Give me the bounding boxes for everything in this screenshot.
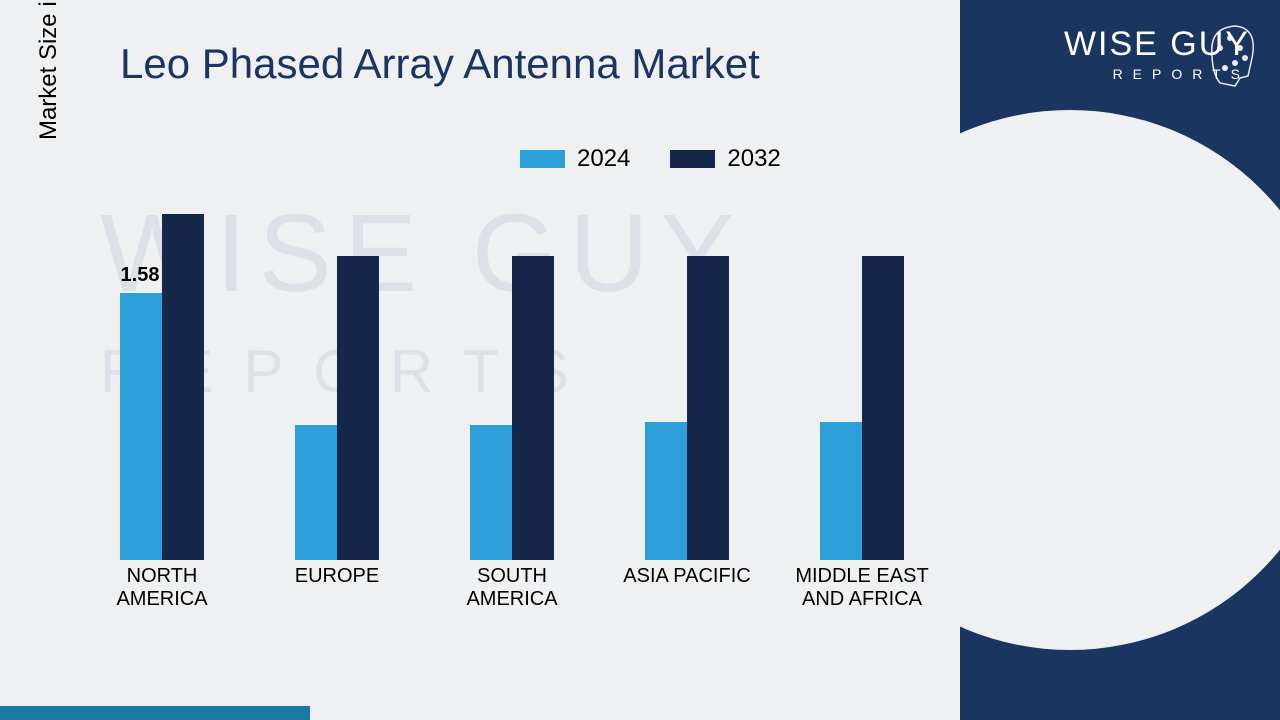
- legend-swatch-2024: [520, 150, 565, 168]
- x-axis-label: EUROPE: [262, 565, 412, 588]
- y-axis-label: Market Size in USD Billion: [35, 0, 63, 200]
- chart-plot-area: 1.58: [90, 180, 960, 560]
- bar-2024: [820, 422, 862, 560]
- x-axis-label: ASIA PACIFIC: [612, 565, 762, 588]
- legend-swatch-2032: [670, 150, 715, 168]
- bar-plot: 1.58: [90, 180, 960, 560]
- chart-legend: 2024 2032: [520, 145, 781, 173]
- bar-2024: [645, 422, 687, 560]
- legend-item-2024: 2024: [520, 145, 630, 173]
- bar-value-label: 1.58: [110, 264, 170, 287]
- bar-group: [470, 180, 590, 560]
- bar-2024: [295, 425, 337, 560]
- bar-2032: [337, 256, 379, 560]
- bar-group: [820, 180, 940, 560]
- chart-title: Leo Phased Array Antenna Market: [120, 40, 760, 88]
- bar-2032: [512, 256, 554, 560]
- bar-2032: [862, 256, 904, 560]
- legend-label-2032: 2032: [727, 145, 780, 173]
- bar-2024: [470, 425, 512, 560]
- bottom-accent-bar: [0, 706, 310, 720]
- bar-group: 1.58: [120, 180, 240, 560]
- bar-group: [645, 180, 765, 560]
- x-axis-label: MIDDLE EAST AND AFRICA: [787, 565, 937, 611]
- legend-item-2032: 2032: [670, 145, 780, 173]
- bar-group: [295, 180, 415, 560]
- x-axis-label: NORTH AMERICA: [87, 565, 237, 611]
- x-axis-label: SOUTH AMERICA: [437, 565, 587, 611]
- legend-label-2024: 2024: [577, 145, 630, 173]
- bar-2024: [120, 293, 162, 560]
- brand-head-icon: [1200, 18, 1260, 88]
- bar-2032: [687, 256, 729, 560]
